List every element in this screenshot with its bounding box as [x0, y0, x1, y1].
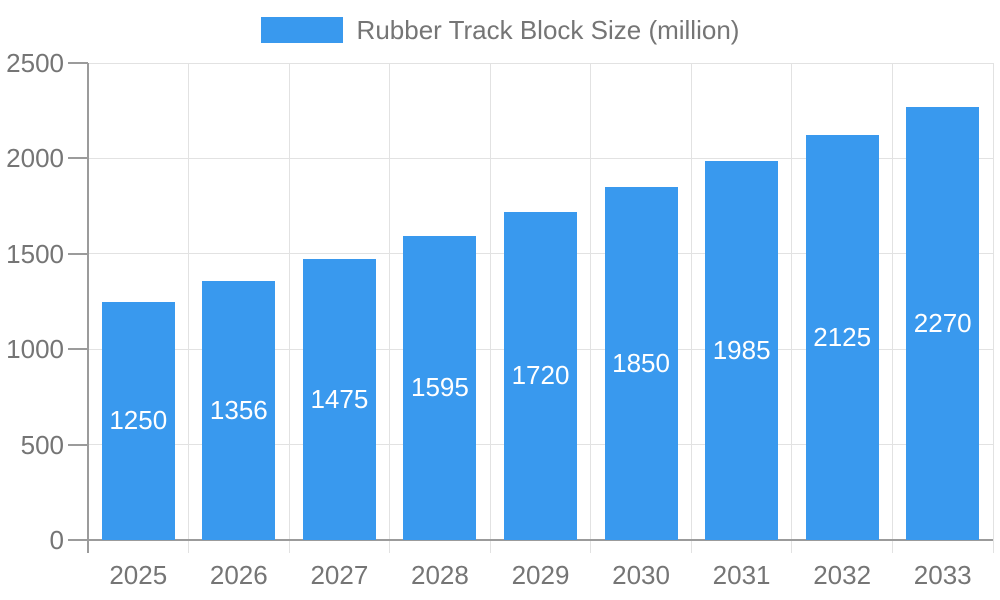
bar-value-label: 1250 — [109, 405, 168, 436]
bar-2025: 1250 — [101, 301, 175, 540]
x-gridline — [188, 63, 190, 553]
x-axis-tick-label: 2032 — [813, 560, 872, 590]
y-axis-tick — [68, 62, 88, 64]
x-axis-tick-label: 2028 — [411, 560, 469, 590]
x-gridline — [489, 63, 491, 553]
y-axis-tick-label: 2000 — [6, 143, 64, 174]
y-axis-tick-label: 2500 — [6, 48, 64, 78]
x-axis-line — [68, 539, 993, 541]
x-axis-tick-label: 2025 — [109, 560, 168, 590]
y-axis-tick-label: 1500 — [6, 238, 64, 269]
legend-swatch-icon — [260, 17, 343, 43]
x-gridline — [891, 63, 893, 553]
x-gridline — [992, 63, 994, 553]
y-axis-tick-label: 500 — [20, 429, 64, 460]
legend-label: Rubber Track Block Size (million) — [356, 15, 740, 45]
y-axis-line — [87, 63, 89, 553]
y-axis-tick — [68, 443, 88, 446]
bar-value-label: 1595 — [411, 372, 469, 403]
bar-value-label: 2125 — [813, 321, 872, 352]
bar-2026: 1356 — [202, 281, 276, 540]
x-axis-tick-label: 2029 — [511, 560, 570, 590]
x-axis-tick-label: 2030 — [612, 560, 670, 590]
bar-value-label: 1356 — [209, 395, 268, 426]
y-axis-tick — [68, 157, 88, 160]
bar-2030: 1850 — [604, 187, 678, 540]
x-axis-tick-label: 2031 — [712, 560, 771, 590]
bar-2032: 2125 — [805, 134, 879, 540]
bar-2028: 1595 — [403, 235, 477, 540]
bar-2027: 1475 — [302, 258, 376, 540]
bar-2031: 1985 — [705, 161, 779, 540]
bar-value-label: 2270 — [913, 307, 972, 338]
y-axis-tick — [68, 252, 88, 255]
x-axis-tick-label: 2033 — [913, 560, 972, 590]
y-gridline — [88, 62, 993, 64]
x-gridline — [690, 63, 692, 553]
bar-2033: 2270 — [906, 106, 980, 540]
bar-value-label: 1720 — [511, 360, 570, 391]
chart-legend: Rubber Track Block Size (million) — [0, 15, 1000, 45]
x-axis-tick-label: 2027 — [310, 560, 369, 590]
y-axis-tick — [68, 348, 88, 351]
x-gridline — [791, 63, 793, 553]
x-gridline — [389, 63, 391, 553]
y-gridline — [88, 157, 993, 159]
y-axis-tick-label: 1000 — [6, 334, 64, 365]
bar-2029: 1720 — [504, 211, 577, 540]
y-axis-tick-label: 0 — [49, 525, 64, 555]
bar-value-label: 1850 — [612, 348, 670, 378]
bar-value-label: 1985 — [712, 335, 771, 366]
x-gridline — [590, 63, 592, 553]
x-gridline — [288, 63, 290, 553]
x-axis-tick-label: 2026 — [209, 560, 268, 590]
bar-value-label: 1475 — [310, 383, 369, 414]
